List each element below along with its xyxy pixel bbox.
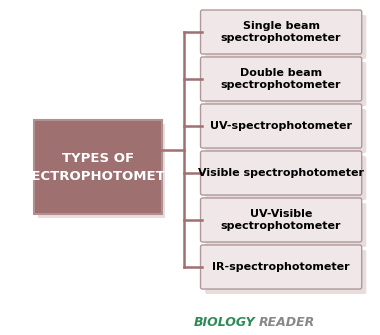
Text: BIOLOGY: BIOLOGY: [193, 316, 255, 329]
FancyBboxPatch shape: [205, 109, 366, 153]
FancyBboxPatch shape: [201, 151, 362, 195]
FancyBboxPatch shape: [205, 250, 366, 294]
Text: UV-spectrophotometer: UV-spectrophotometer: [210, 121, 352, 131]
FancyBboxPatch shape: [205, 203, 366, 247]
FancyBboxPatch shape: [201, 198, 362, 242]
FancyBboxPatch shape: [201, 245, 362, 289]
FancyBboxPatch shape: [205, 62, 366, 106]
Text: IR-spectrophotometer: IR-spectrophotometer: [212, 262, 350, 272]
Text: Visible spectrophotometer: Visible spectrophotometer: [198, 168, 364, 178]
Text: UV-Visible
spectrophotometer: UV-Visible spectrophotometer: [221, 209, 341, 231]
FancyBboxPatch shape: [201, 10, 362, 54]
FancyBboxPatch shape: [38, 124, 165, 218]
FancyBboxPatch shape: [201, 57, 362, 101]
FancyBboxPatch shape: [205, 156, 366, 200]
Text: Double beam
spectrophotometer: Double beam spectrophotometer: [221, 68, 341, 90]
Text: READER: READER: [259, 316, 315, 329]
FancyBboxPatch shape: [205, 15, 366, 59]
Text: TYPES OF
SPECTROPHOTOMETER: TYPES OF SPECTROPHOTOMETER: [12, 151, 184, 183]
FancyBboxPatch shape: [201, 104, 362, 148]
FancyBboxPatch shape: [34, 120, 162, 214]
Text: Single beam
spectrophotometer: Single beam spectrophotometer: [221, 21, 341, 43]
